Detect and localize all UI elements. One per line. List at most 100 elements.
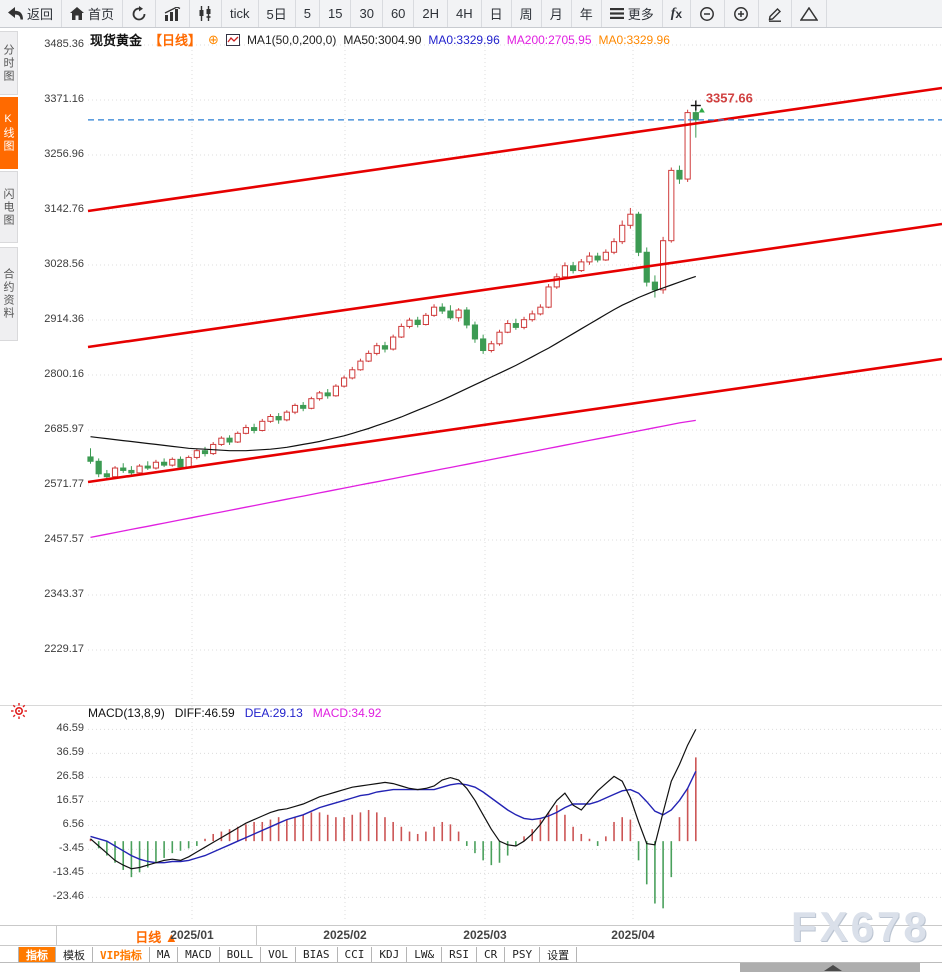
period-selector-label: 日线 ▲ bbox=[135, 929, 178, 945]
bar-chart-button[interactable] bbox=[156, 0, 191, 27]
y-axis-tick: 26.58 bbox=[56, 770, 84, 783]
indicator-tab-MA[interactable]: MA bbox=[150, 947, 179, 962]
y-axis-tick: 3256.96 bbox=[44, 148, 84, 160]
toolbar: 返回 首页 tick 5日 5 15 30 60 2H 4H 日 周 月 年 更多 f x bbox=[0, 0, 942, 28]
indicator-tab-指标[interactable]: 指标 bbox=[18, 947, 56, 962]
interval-4h-button-label: 4H bbox=[456, 6, 473, 21]
interval-5m-button[interactable]: 5 bbox=[296, 0, 320, 27]
indicator-tab-模板[interactable]: 模板 bbox=[56, 947, 93, 962]
horizontal-scrollbar[interactable] bbox=[740, 963, 920, 972]
high-price-annotation: 3357.66 bbox=[706, 91, 753, 106]
indicator-tab-MACD[interactable]: MACD bbox=[178, 947, 220, 962]
menu-icon bbox=[609, 8, 624, 19]
interval-month-button[interactable]: 月 bbox=[542, 0, 572, 27]
interval-5m-button-label: 5 bbox=[303, 6, 311, 21]
y-axis-tick: 2685.97 bbox=[44, 423, 84, 435]
zoom-in-button[interactable] bbox=[725, 0, 760, 27]
indicator-tab-BIAS[interactable]: BIAS bbox=[296, 947, 338, 962]
indicator-settings-icon[interactable] bbox=[10, 702, 28, 720]
ma50-value: MA50:3004.90 bbox=[343, 32, 422, 47]
x-axis-row: 日线 ▲ 2025/01 2025/02 2025/03 2025/04 bbox=[0, 925, 942, 946]
bar-chart-icon bbox=[164, 6, 181, 21]
indicator-tab-LW&[interactable]: LW& bbox=[407, 947, 443, 962]
interval-60m-button[interactable]: 60 bbox=[383, 0, 415, 27]
y-axis-tick: 3142.76 bbox=[44, 203, 84, 215]
interval-15m-button[interactable]: 15 bbox=[320, 0, 352, 27]
y-axis-tick: -23.46 bbox=[52, 890, 84, 903]
x-axis-month-label: 2025/03 bbox=[463, 928, 507, 942]
y-axis-tick: 2457.57 bbox=[44, 533, 84, 545]
ma200-value: MA200:2705.95 bbox=[506, 32, 592, 47]
more-button-label: 更多 bbox=[627, 7, 654, 22]
indicator-tab-BOLL[interactable]: BOLL bbox=[220, 947, 262, 962]
symbol-name: 现货黄金 bbox=[90, 33, 143, 48]
indicator-tab-KDJ[interactable]: KDJ bbox=[372, 947, 408, 962]
period-badge: 【日线】 bbox=[149, 33, 202, 48]
ma-legend-icon bbox=[225, 33, 240, 46]
indicator-tab-bar: 指标 模板 VIP指标 MA MACD BOLL VOL BIAS CCI KDJ LW& RSI CR… bbox=[0, 947, 942, 963]
y-axis-tick: 2229.17 bbox=[44, 643, 84, 655]
indicator-tab-CR[interactable]: CR bbox=[477, 947, 506, 962]
indicator-tab-VIP指标[interactable]: VIP指标 bbox=[93, 947, 150, 962]
y-axis-tick: 2571.77 bbox=[44, 478, 84, 490]
macd-dea-value: DEA:29.13 bbox=[244, 706, 303, 720]
sidebar-tab-3[interactable]: 闪电图 bbox=[0, 171, 18, 243]
indicator-tab-设置[interactable]: 设置 bbox=[540, 947, 578, 962]
interval-15m-button-label: 15 bbox=[328, 6, 343, 21]
y-axis-tick: -3.45 bbox=[58, 842, 84, 855]
interval-month-button-label: 月 bbox=[549, 7, 563, 22]
candlestick-button[interactable] bbox=[190, 0, 223, 27]
sidebar: 分时图 K线图闪电图合约资料 bbox=[0, 28, 18, 658]
sidebar-tab-2[interactable]: K线图 bbox=[0, 97, 18, 169]
interval-year-button-label: 年 bbox=[579, 7, 593, 22]
y-axis-tick: 16.57 bbox=[56, 794, 84, 807]
interval-4h-button[interactable]: 4H bbox=[448, 0, 482, 27]
interval-year-button[interactable]: 年 bbox=[572, 0, 602, 27]
macd-header: MACD(13,8,9) DIFF:46.59 DEA:29.13 MACD:3… bbox=[88, 706, 381, 720]
y-axis-tick: 2914.36 bbox=[44, 313, 84, 325]
more-button[interactable]: 更多 bbox=[602, 0, 663, 27]
zoom-out-icon bbox=[699, 6, 716, 22]
interval-5d-button[interactable]: 5日 bbox=[259, 0, 296, 27]
sidebar-tab-4[interactable]: 合约资料 bbox=[0, 247, 18, 341]
interval-30m-button-label: 30 bbox=[359, 6, 374, 21]
chart-legend: 现货黄金 【日线】 ⊕ MA1(50,0,200,0) MA50:3004.90… bbox=[90, 30, 670, 49]
interval-tick-button[interactable]: tick bbox=[222, 0, 259, 27]
zoom-in-icon bbox=[733, 6, 750, 22]
draw-button[interactable] bbox=[759, 0, 793, 27]
sidebar-tab-1[interactable]: 分时图 bbox=[0, 31, 18, 95]
indicator-tab-RSI[interactable]: RSI bbox=[442, 947, 477, 962]
home-button[interactable]: 首页 bbox=[62, 0, 124, 27]
interval-2h-button-label: 2H bbox=[422, 6, 440, 21]
refresh-button[interactable] bbox=[123, 0, 157, 27]
y-axis-tick: 2343.37 bbox=[44, 588, 84, 600]
interval-day-button[interactable]: 日 bbox=[482, 0, 512, 27]
candlestick-icon bbox=[198, 6, 213, 21]
shape-button[interactable] bbox=[792, 0, 828, 27]
back-button[interactable]: 返回 bbox=[0, 0, 63, 27]
y-axis-tick: 46.59 bbox=[56, 722, 84, 735]
y-axis-tick: 3028.56 bbox=[44, 258, 84, 270]
zoom-out-button[interactable] bbox=[691, 0, 726, 27]
interval-tick-button-label: tick bbox=[230, 6, 250, 21]
y-axis-tick: 3371.16 bbox=[44, 93, 84, 105]
interval-2h-button[interactable]: 2H bbox=[414, 0, 449, 27]
indicator-tab-VOL[interactable]: VOL bbox=[261, 947, 296, 962]
interval-week-button[interactable]: 周 bbox=[512, 0, 542, 27]
watermark: FX678 bbox=[791, 903, 930, 950]
back-icon bbox=[8, 7, 23, 20]
indicator-tab-CCI[interactable]: CCI bbox=[338, 947, 373, 962]
y-axis-tick: 36.59 bbox=[56, 746, 84, 759]
x-axis-month-label: 2025/04 bbox=[611, 928, 655, 942]
x-axis-month-label: 2025/01 bbox=[170, 928, 214, 942]
period-selector[interactable]: 日线 ▲ bbox=[56, 926, 257, 946]
macd-macd-value: MACD:34.92 bbox=[312, 706, 382, 720]
triangle-icon bbox=[800, 6, 819, 21]
indicator-tab-PSY[interactable]: PSY bbox=[505, 947, 541, 962]
add-indicator-icon[interactable]: ⊕ bbox=[208, 31, 219, 47]
interval-30m-button[interactable]: 30 bbox=[351, 0, 383, 27]
interval-60m-button-label: 60 bbox=[390, 6, 406, 21]
